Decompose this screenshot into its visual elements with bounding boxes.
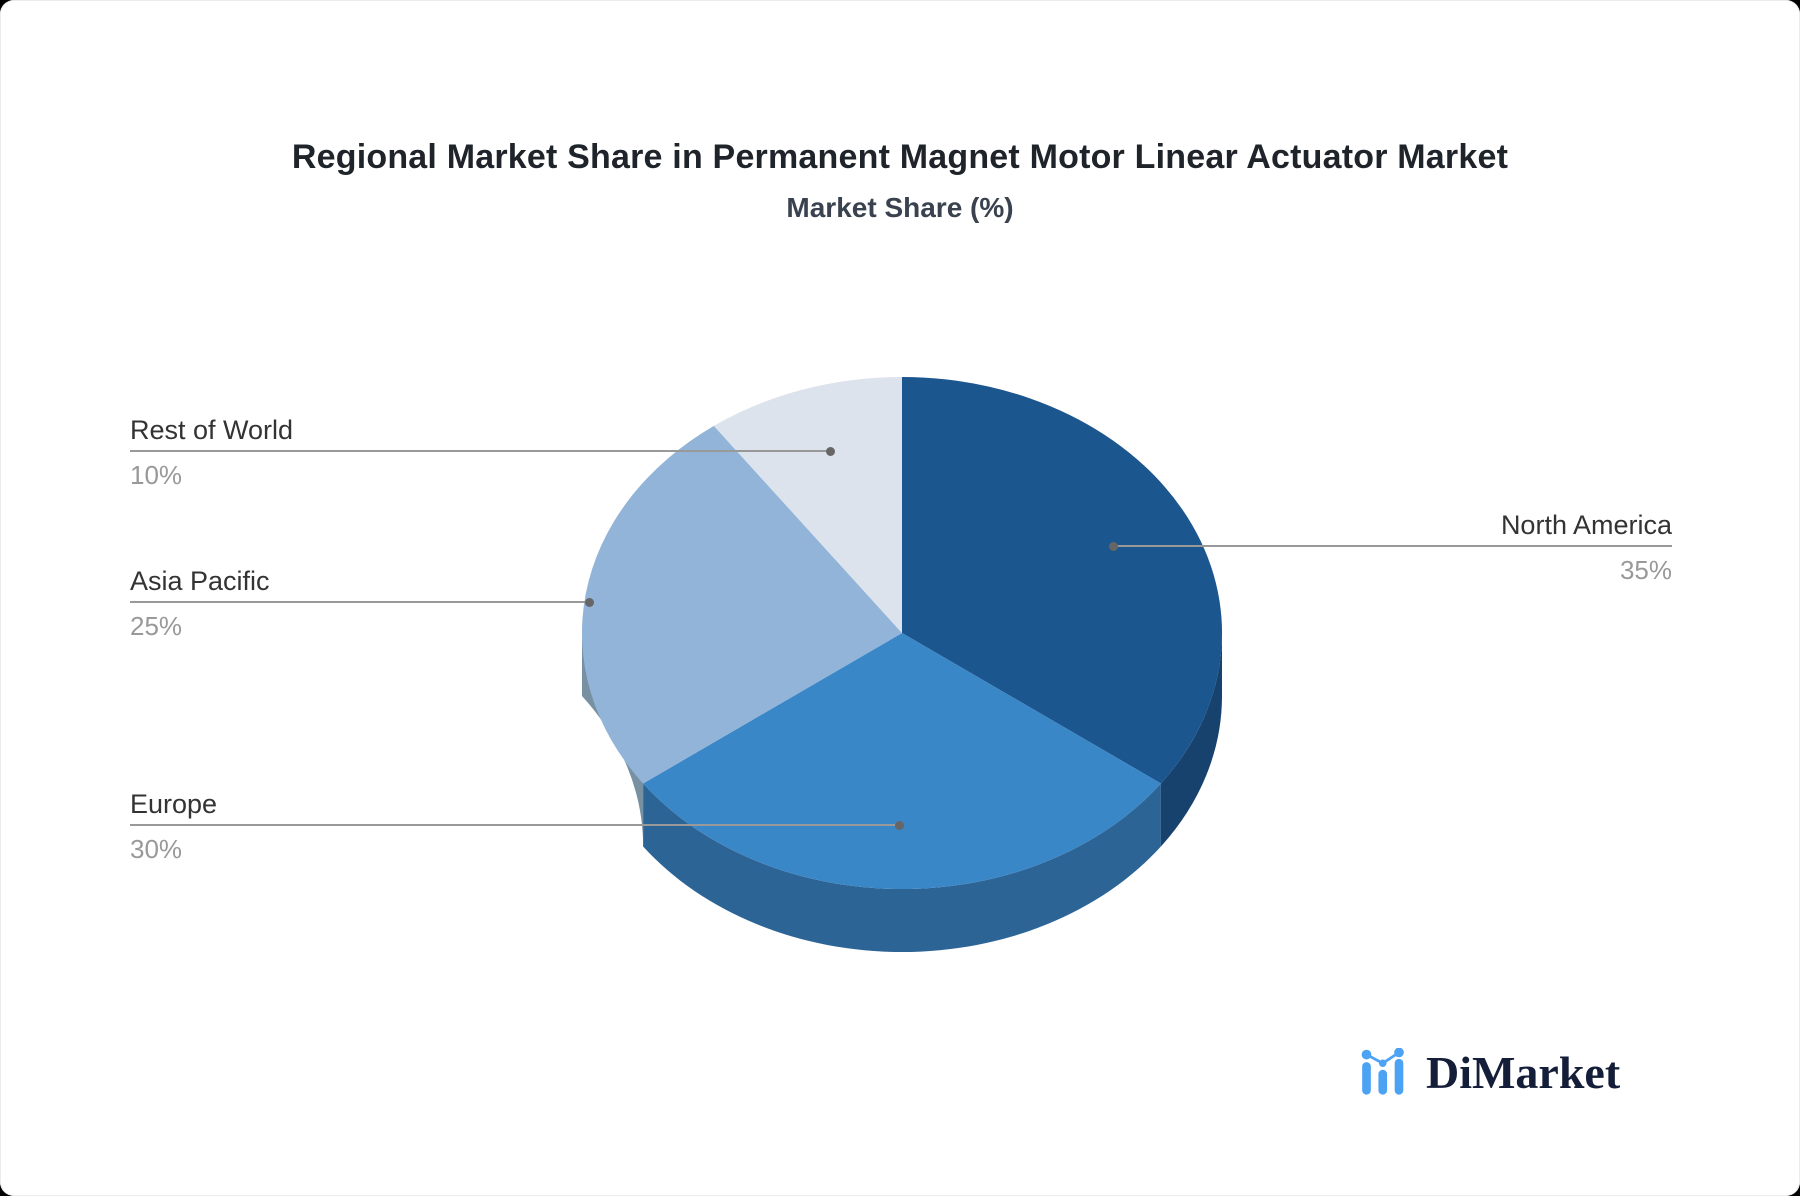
leader-line <box>130 450 831 452</box>
callout-value: 35% <box>1619 555 1672 585</box>
callout-label: Asia Pacific <box>130 566 270 596</box>
callout-value: 30% <box>130 834 183 864</box>
brand-logo-text: DiMarket <box>1426 1047 1621 1098</box>
leader-line <box>130 601 590 603</box>
brand-logo-icon <box>1361 1048 1404 1095</box>
callout-europe: Europe 30% <box>130 787 904 866</box>
pie-side-europe <box>643 783 1161 953</box>
pie-slice-asia-pacific[interactable] <box>581 425 902 784</box>
leader-dot <box>1109 542 1118 551</box>
pie-side-north-america <box>1160 633 1222 847</box>
leader-dot <box>895 821 904 830</box>
pie-slice-north-america[interactable] <box>902 377 1223 784</box>
pie-slice-rest-of-world[interactable] <box>713 377 902 633</box>
callout-label: North America <box>1500 510 1672 540</box>
callout-asia-pacific: Asia Pacific 25% <box>130 564 594 643</box>
callout-value: 25% <box>130 611 183 641</box>
callout-value: 10% <box>130 460 183 490</box>
callout-label: Europe <box>130 789 218 819</box>
callout-label: Rest of World <box>130 415 294 445</box>
leader-line <box>1113 545 1672 547</box>
chart-subtitle: Market Share (%) <box>786 192 1014 223</box>
callout-rest-of-world: Rest of World 10% <box>130 413 835 492</box>
leader-dot <box>585 598 594 607</box>
leader-line <box>130 824 900 826</box>
leader-dot <box>826 447 835 456</box>
callout-north-america: North America 35% <box>1109 508 1672 587</box>
chart-title: Regional Market Share in Permanent Magne… <box>291 138 1509 176</box>
brand-logo: DiMarket <box>1360 1038 1650 1108</box>
